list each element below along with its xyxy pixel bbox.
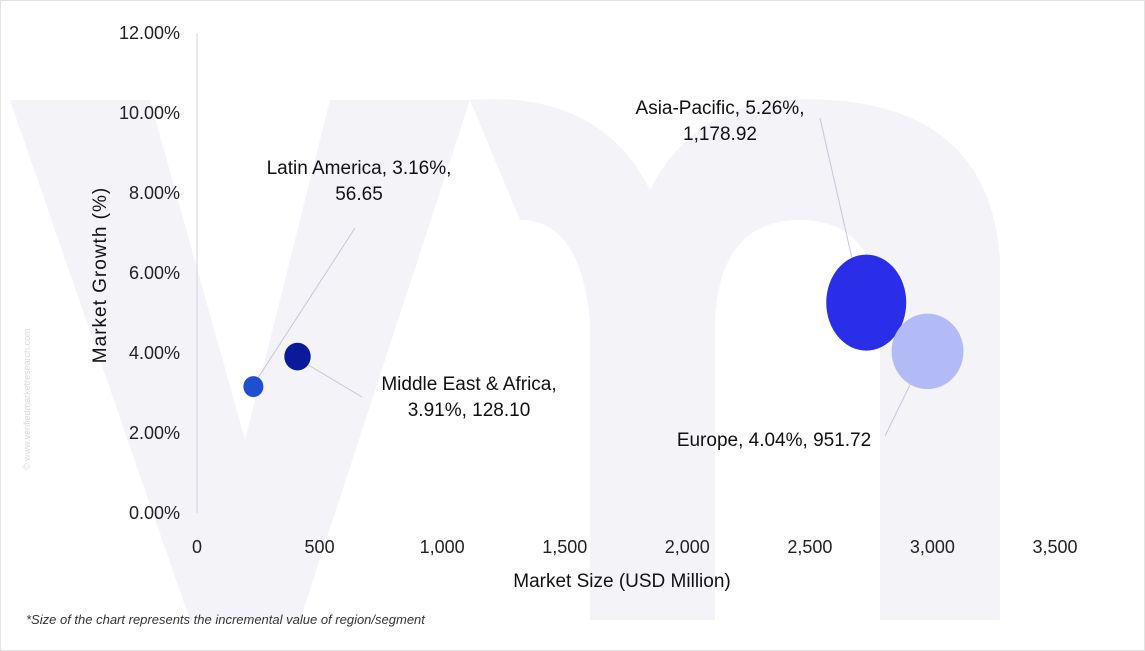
y-tick-label: 10.00% xyxy=(119,103,180,123)
data-labels: Latin America, 3.16%, 56.65 Middle East & … xyxy=(267,98,872,451)
x-tick-label: 3,500 xyxy=(1032,537,1077,557)
x-tick-label: 3,000 xyxy=(910,537,955,557)
y-tick-label: 6.00% xyxy=(129,263,180,283)
x-tick-label: 1,000 xyxy=(420,537,465,557)
x-tick-label: 0 xyxy=(192,537,202,557)
data-label-europe: Europe, 4.04%, 951.72 xyxy=(677,430,871,451)
y-tick-label: 0.00% xyxy=(129,503,180,523)
y-tick-label: 2.00% xyxy=(129,423,180,443)
data-label-asia-pacific: Asia-Pacific, 5.26%, xyxy=(636,98,805,119)
bubble-middle-east-africa xyxy=(284,342,311,371)
x-tick-label: 2,000 xyxy=(665,537,710,557)
y-tick-label: 4.00% xyxy=(129,343,180,363)
y-tick-label: 12.00% xyxy=(119,23,180,43)
x-axis-title: Market Size (USD Million) xyxy=(513,571,730,592)
background-watermark-shape xyxy=(10,99,1000,621)
data-label-middle-east-africa-line2: 3.91%, 128.10 xyxy=(408,400,531,421)
data-label-middle-east-africa: Middle East & Africa, xyxy=(381,374,556,395)
x-tick-label: 1,500 xyxy=(542,537,587,557)
watermark-text: © www.verifiedmarketresearch.com xyxy=(22,328,32,470)
axes-group: 0.00% 2.00% 4.00% 6.00% 8.00% 10.00% 12.00% 0 50… xyxy=(119,23,1078,557)
data-label-latin-america-line2: 56.65 xyxy=(335,184,383,205)
bubbles-group xyxy=(243,254,964,398)
bubble-latin-america xyxy=(243,376,264,398)
leader-line-latin-america xyxy=(253,227,356,385)
bubble-europe xyxy=(891,313,964,390)
x-tick-label: 2,500 xyxy=(787,537,832,557)
data-label-latin-america: Latin America, 3.16%, xyxy=(267,158,452,179)
bubble-asia-pacific xyxy=(826,254,907,351)
chart-footnote: *Size of the chart represents the increm… xyxy=(26,612,425,627)
data-label-asia-pacific-line2: 1,178.92 xyxy=(683,124,757,145)
x-tick-label: 500 xyxy=(305,537,335,557)
y-axis-title: Market Growth (%) xyxy=(90,187,111,363)
y-tick-label: 8.00% xyxy=(129,183,180,203)
leader-line-middle-east-africa xyxy=(299,359,363,398)
